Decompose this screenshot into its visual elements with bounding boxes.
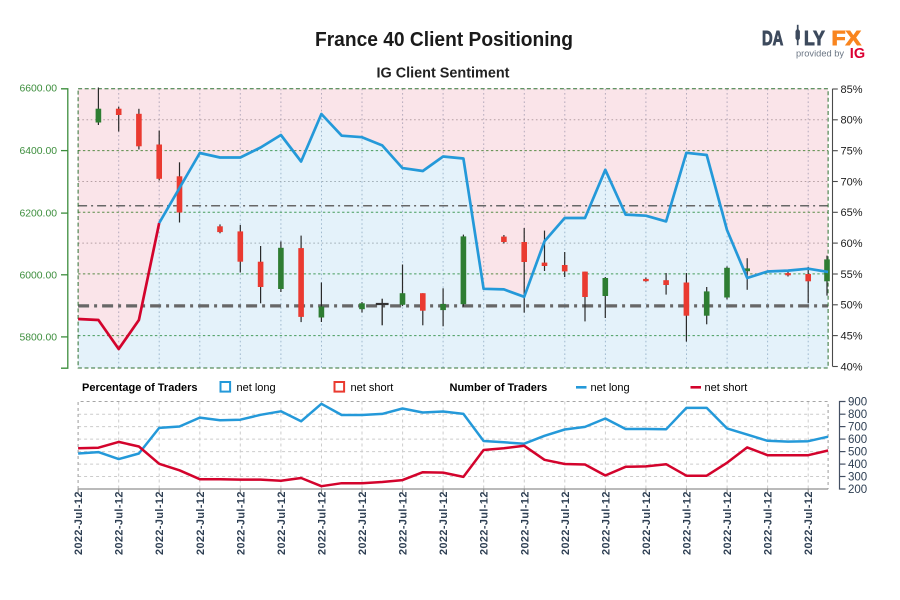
svg-text:net long: net long [237,382,276,394]
svg-text:France 40 Client Positioning: France 40 Client Positioning [315,28,573,51]
svg-text:6000.00: 6000.00 [19,270,57,281]
svg-text:85%: 85% [841,84,863,96]
svg-text:2022-Jul-12: 2022-Jul-12 [722,491,734,555]
svg-text:net long: net long [591,382,630,394]
svg-text:2022-Jul-12: 2022-Jul-12 [641,491,653,555]
svg-text:Number of Traders: Number of Traders [450,382,548,394]
svg-text:net short: net short [351,382,394,394]
svg-text:6600.00: 6600.00 [19,84,57,95]
svg-text:IG Client Sentiment: IG Client Sentiment [377,66,510,82]
svg-text:40%: 40% [841,361,863,373]
svg-text:200: 200 [848,484,867,496]
svg-text:2022-Jul-12: 2022-Jul-12 [398,491,410,555]
svg-text:55%: 55% [841,269,863,281]
svg-text:provided by: provided by [796,48,844,58]
svg-text:2022-Jul-12: 2022-Jul-12 [114,491,126,555]
svg-text:DA: DA [762,28,783,50]
svg-text:2022-Jul-12: 2022-Jul-12 [479,491,491,555]
svg-text:2022-Jul-12: 2022-Jul-12 [154,491,166,555]
svg-text:80%: 80% [841,115,863,127]
svg-text:2022-Jul-12: 2022-Jul-12 [276,491,288,555]
svg-text:600: 600 [848,434,867,446]
svg-text:2022-Jul-12: 2022-Jul-12 [803,491,815,555]
svg-text:2022-Jul-12: 2022-Jul-12 [235,491,247,555]
svg-text:2022-Jul-12: 2022-Jul-12 [560,491,572,555]
svg-text:2022-Jul-12: 2022-Jul-12 [438,491,450,555]
svg-text:2022-Jul-12: 2022-Jul-12 [763,491,775,555]
svg-text:6200.00: 6200.00 [19,209,57,220]
svg-text:2022-Jul-12: 2022-Jul-12 [317,491,329,555]
svg-text:2022-Jul-12: 2022-Jul-12 [73,491,85,555]
svg-text:70%: 70% [841,176,863,188]
svg-text:2022-Jul-12: 2022-Jul-12 [357,491,369,555]
svg-text:2022-Jul-12: 2022-Jul-12 [682,491,694,555]
svg-text:2022-Jul-12: 2022-Jul-12 [519,491,531,555]
svg-text:IG: IG [850,46,865,62]
svg-text:net short: net short [705,382,748,394]
svg-text:300: 300 [848,472,867,484]
svg-text:700: 700 [848,422,867,434]
svg-text:500: 500 [848,447,867,459]
svg-text:2022-Jul-12: 2022-Jul-12 [600,491,612,555]
svg-text:60%: 60% [841,238,863,250]
svg-text:2022-Jul-12: 2022-Jul-12 [195,491,207,555]
svg-text:LY: LY [804,28,825,50]
svg-text:800: 800 [848,409,867,421]
svg-text:45%: 45% [841,331,863,343]
svg-text:75%: 75% [841,146,863,158]
svg-text:Percentage of Traders: Percentage of Traders [82,382,198,394]
svg-text:50%: 50% [841,300,863,312]
svg-text:400: 400 [848,459,867,471]
svg-text:5800.00: 5800.00 [19,332,57,343]
svg-text:900: 900 [848,397,867,409]
svg-text:FX: FX [832,28,862,50]
svg-text:6400.00: 6400.00 [19,146,57,157]
svg-text:65%: 65% [841,207,863,219]
